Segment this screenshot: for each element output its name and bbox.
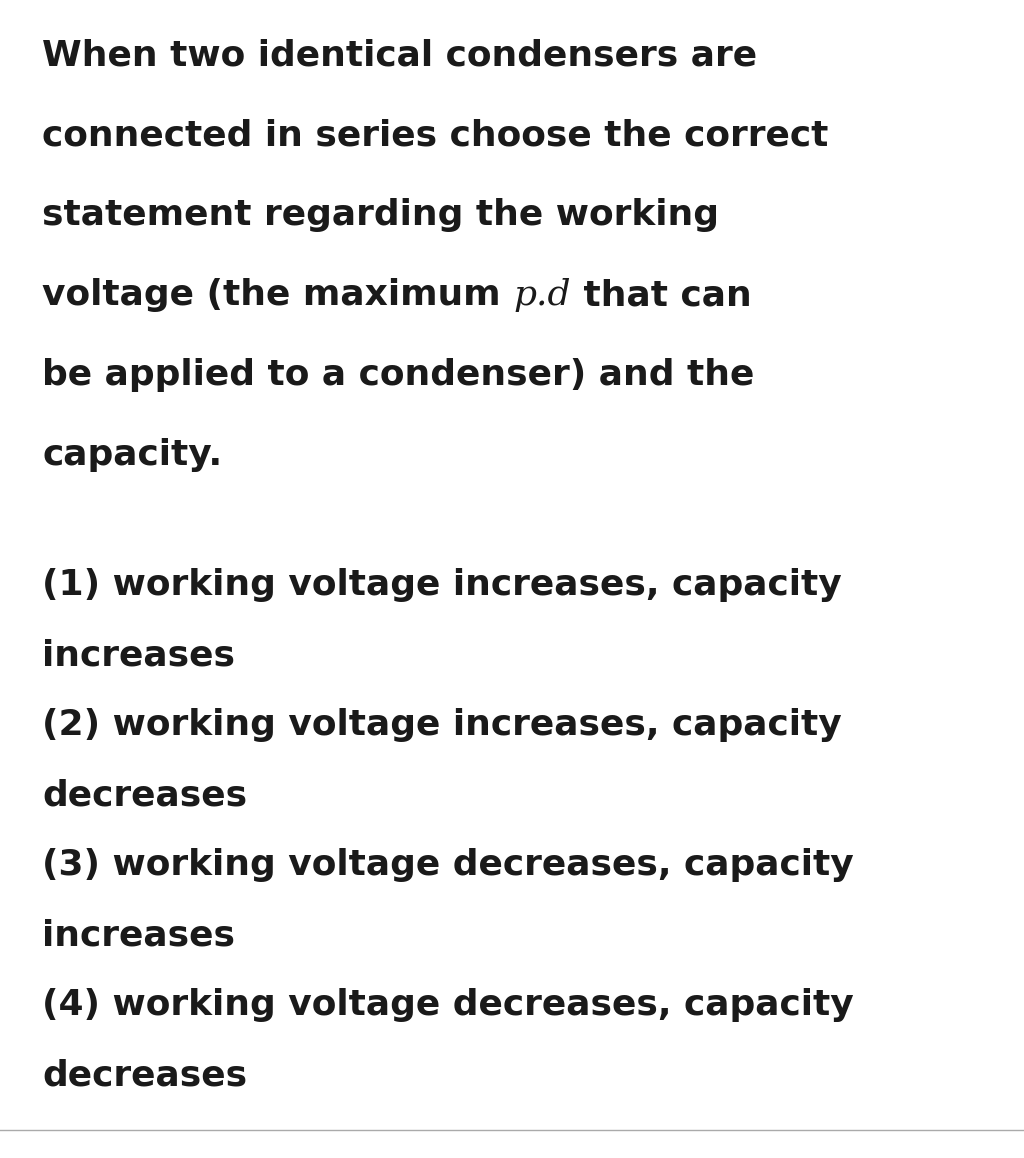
Text: be applied to a condenser) and the: be applied to a condenser) and the bbox=[42, 358, 755, 393]
Text: capacity.: capacity. bbox=[42, 438, 222, 472]
Text: (4) working voltage decreases, capacity: (4) working voltage decreases, capacity bbox=[42, 988, 854, 1023]
Text: connected in series choose the correct: connected in series choose the correct bbox=[42, 118, 828, 152]
Text: increases: increases bbox=[42, 918, 234, 952]
Text: voltage (the maximum: voltage (the maximum bbox=[42, 278, 513, 312]
Text: When two identical condensers are: When two identical condensers are bbox=[42, 38, 757, 72]
Text: decreases: decreases bbox=[42, 778, 247, 812]
Text: (1) working voltage increases, capacity: (1) working voltage increases, capacity bbox=[42, 569, 842, 602]
Text: that can: that can bbox=[570, 278, 752, 312]
Text: p.d: p.d bbox=[513, 278, 570, 312]
Text: increases: increases bbox=[42, 638, 234, 672]
Text: decreases: decreases bbox=[42, 1058, 247, 1092]
Text: statement regarding the working: statement regarding the working bbox=[42, 198, 719, 232]
Text: (3) working voltage decreases, capacity: (3) working voltage decreases, capacity bbox=[42, 848, 854, 882]
Text: (2) working voltage increases, capacity: (2) working voltage increases, capacity bbox=[42, 708, 842, 742]
